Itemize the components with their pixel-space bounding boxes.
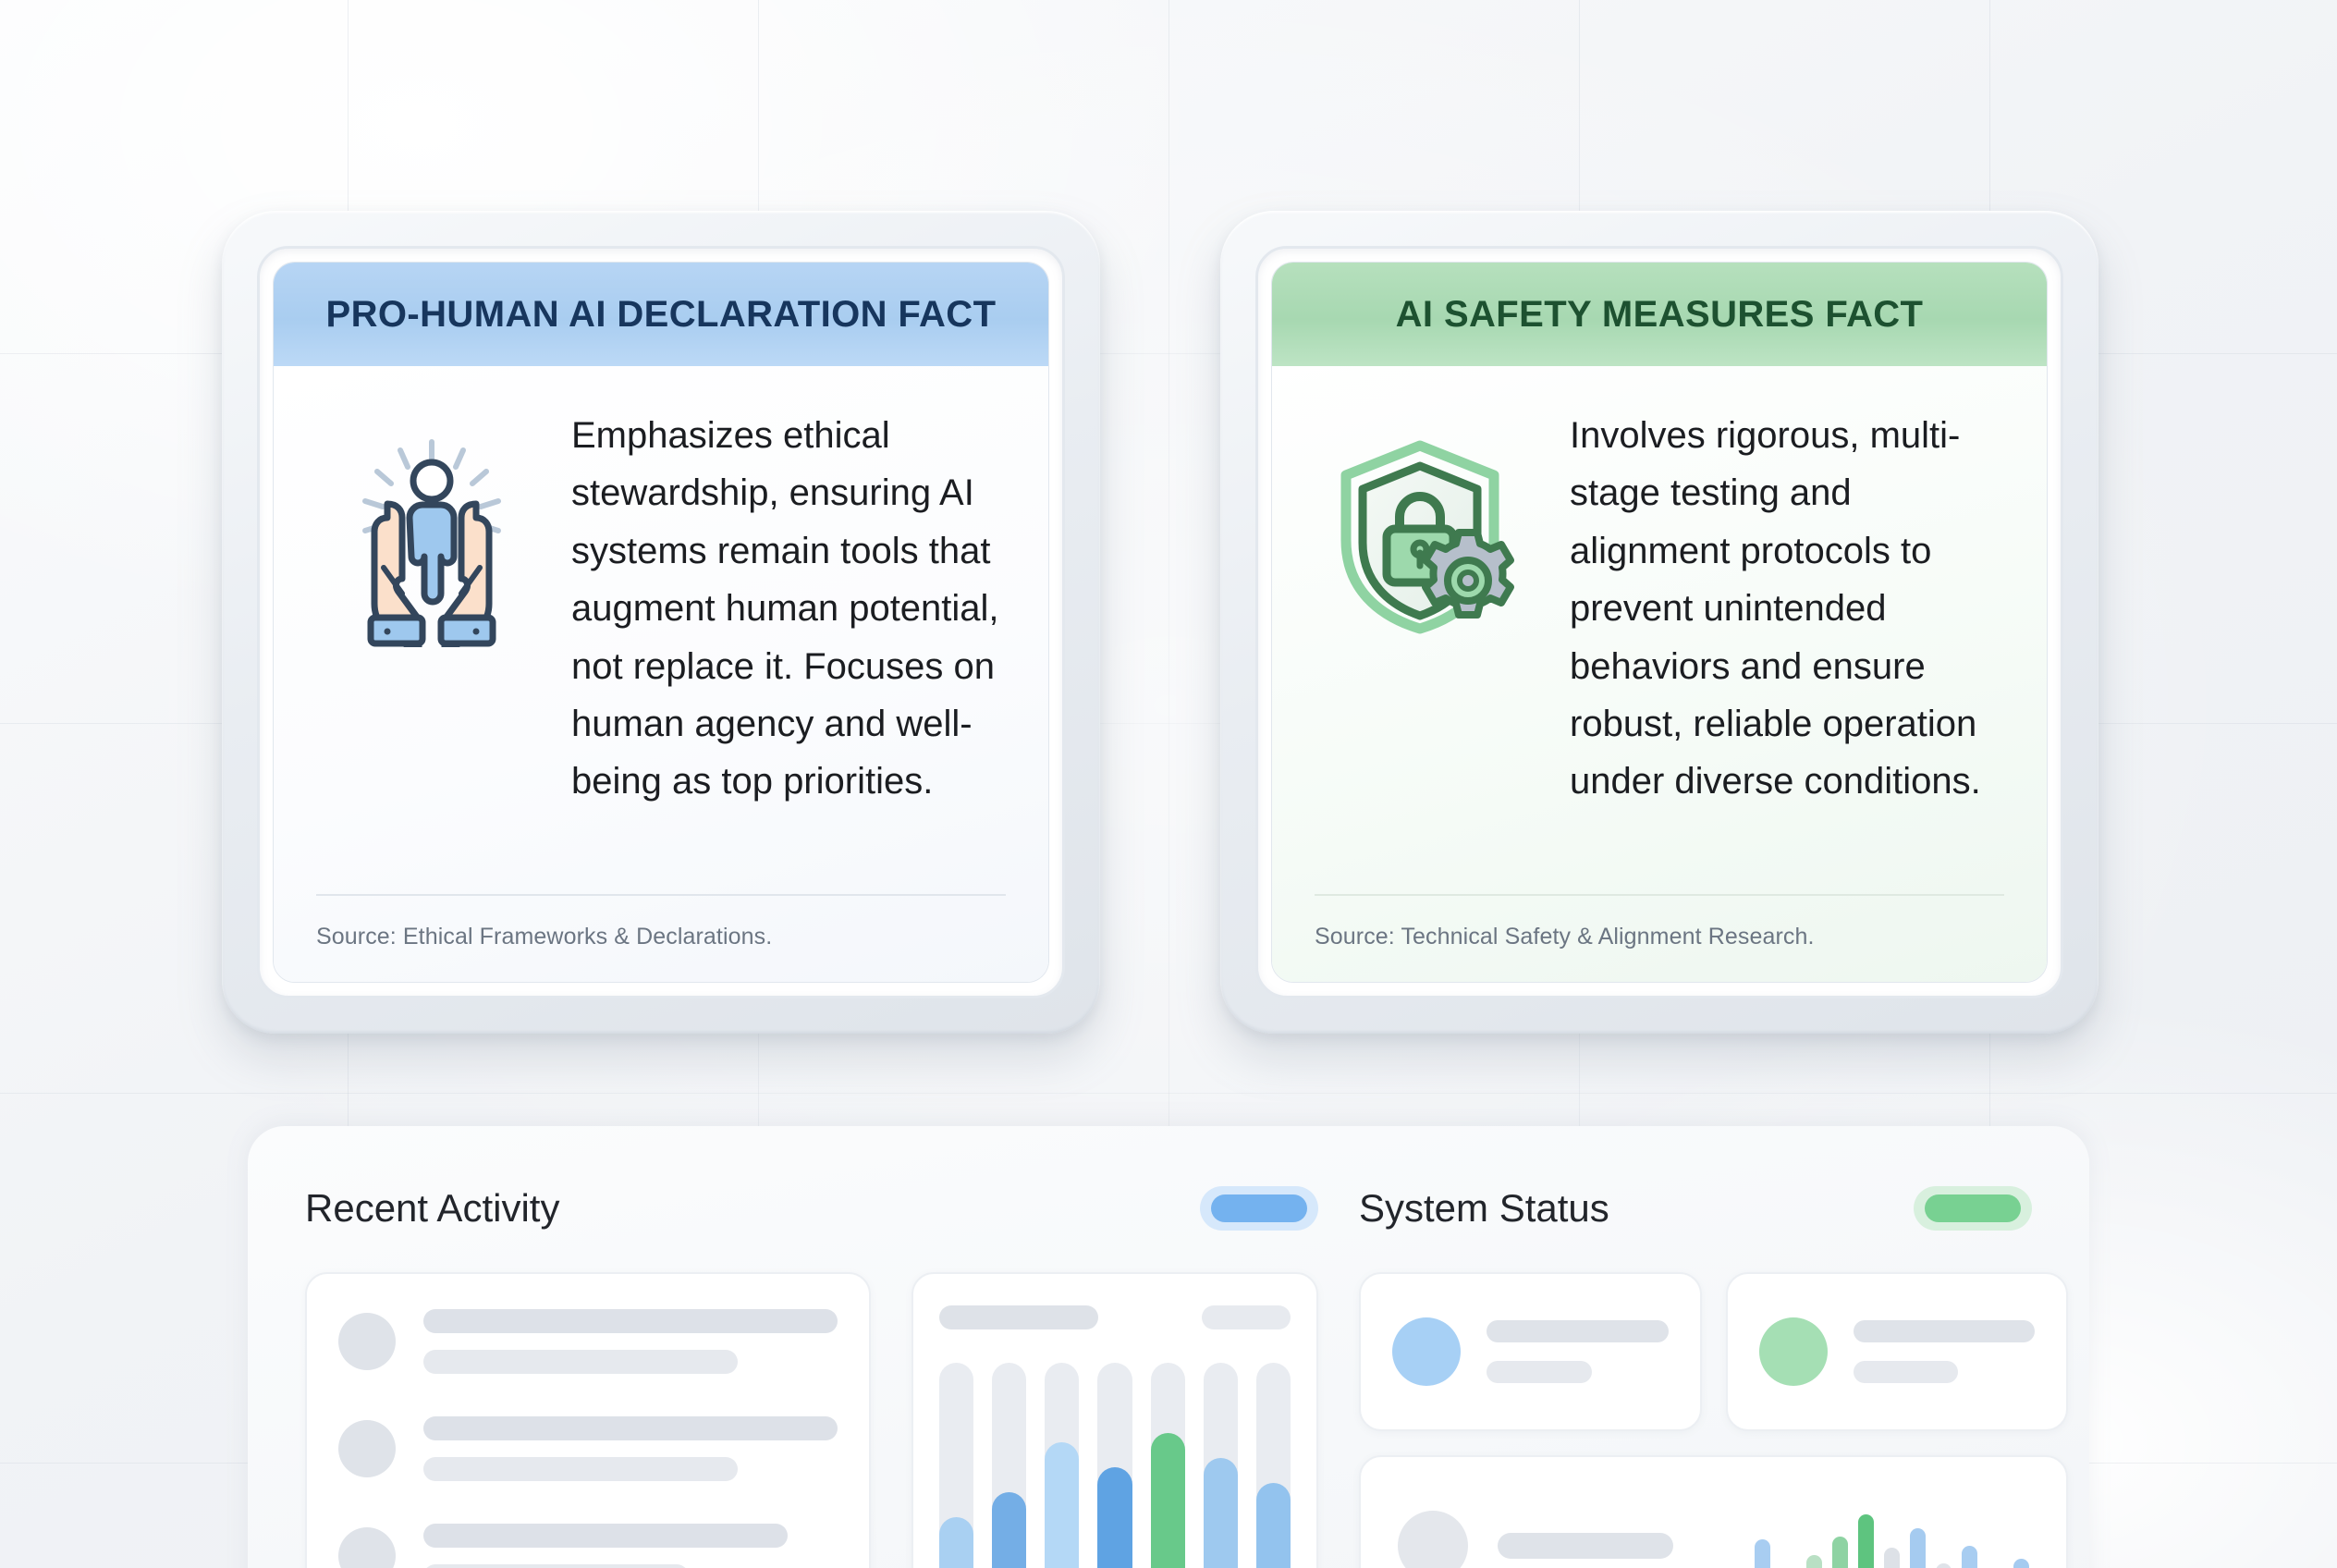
system-status-title: System Status <box>1359 1186 1609 1230</box>
recent-activity-badge-slot <box>871 1186 1318 1231</box>
bar-track <box>1255 1363 1291 1568</box>
card-header-title: PRO-HUMAN AI DECLARATION FACT <box>274 263 1048 366</box>
bar-track <box>1150 1363 1185 1568</box>
skeleton-bar <box>1498 1533 1673 1559</box>
bar-fill <box>1097 1467 1132 1568</box>
status-tile-lines <box>1853 1320 2035 1383</box>
bar-fill <box>1045 1442 1080 1568</box>
status-tile[interactable] <box>1359 1272 1702 1431</box>
shield-lock-gear-icon <box>1315 403 1546 640</box>
status-dot-green <box>1758 1317 1828 1386</box>
avatar <box>1398 1511 1468 1568</box>
sparkline-bar <box>1755 1538 1770 1568</box>
card-content: Involves rigorous, multi-stage testing a… <box>1272 366 2047 982</box>
fact-cards-row: PRO-HUMAN AI DECLARATION FACT <box>222 211 2098 1034</box>
sparkline-bar <box>1910 1527 1926 1568</box>
skeleton-bar <box>423 1564 689 1568</box>
list-item[interactable] <box>338 1524 838 1568</box>
list-item-lines <box>423 1524 838 1568</box>
card-content-main: Emphasizes ethical stewardship, ensuring… <box>316 403 1006 888</box>
list-item[interactable] <box>338 1416 838 1481</box>
sparkline-bar <box>1806 1554 1822 1568</box>
sparkline-bar <box>1884 1548 1900 1568</box>
card-source-label: Source: Ethical Frameworks & Declaration… <box>316 924 773 949</box>
skeleton-bar <box>1853 1320 2035 1342</box>
chart-caption-row <box>939 1305 1291 1329</box>
avatar <box>338 1527 396 1568</box>
skeleton-bar <box>939 1305 1098 1329</box>
fact-card-ai-safety[interactable]: AI SAFETY MEASURES FACT <box>1220 211 2098 1034</box>
recent-activity-header: Recent Activity <box>305 1186 871 1231</box>
card-inner-bezel: AI SAFETY MEASURES FACT <box>1255 246 2063 998</box>
system-status-header: System Status <box>1318 1186 2032 1231</box>
skeleton-bar <box>423 1416 838 1440</box>
fact-card-pro-human[interactable]: PRO-HUMAN AI DECLARATION FACT <box>222 211 1100 1034</box>
dashboard-headers: Recent Activity System Status <box>305 1174 2032 1243</box>
list-item-lines <box>423 1416 838 1481</box>
sparkline-bar <box>1936 1563 1952 1568</box>
bar-fill <box>939 1517 974 1568</box>
sparkline-bar <box>2013 1559 2029 1568</box>
skeleton-bar <box>423 1350 739 1374</box>
activity-chart-column <box>912 1272 1318 1568</box>
avatar <box>338 1313 396 1370</box>
skeleton-bar <box>423 1524 789 1548</box>
status-dot-blue <box>1392 1317 1461 1386</box>
card-header-title: AI SAFETY MEASURES FACT <box>1272 263 2047 366</box>
status-tile-grid <box>1359 1272 2068 1431</box>
bar-track <box>1045 1363 1080 1568</box>
bar-track <box>1203 1363 1238 1568</box>
card-inner-bezel: PRO-HUMAN AI DECLARATION FACT <box>257 246 1065 998</box>
card-divider <box>316 894 1006 896</box>
activity-list-tile[interactable] <box>305 1272 871 1568</box>
bar-fill <box>1150 1432 1185 1568</box>
sparkline-bar <box>1962 1546 1977 1568</box>
skeleton-bar <box>423 1309 838 1333</box>
card-content-main: Involves rigorous, multi-stage testing a… <box>1315 403 2004 888</box>
list-item[interactable] <box>338 1309 838 1374</box>
status-pill-blue[interactable] <box>1200 1186 1318 1231</box>
status-pill-green[interactable] <box>1914 1186 2032 1231</box>
bar-chart-tile[interactable] <box>912 1272 1318 1568</box>
card-body: AI SAFETY MEASURES FACT <box>1271 262 2048 983</box>
bar-track <box>939 1363 974 1568</box>
sparkline-chart <box>1703 1490 2029 1568</box>
card-body: PRO-HUMAN AI DECLARATION FACT <box>273 262 1049 983</box>
skeleton-bar <box>423 1457 739 1481</box>
bar-track <box>992 1363 1027 1568</box>
sparkline-bar <box>1858 1514 1874 1568</box>
system-status-column <box>1359 1272 2068 1568</box>
status-tile[interactable] <box>1725 1272 2068 1431</box>
dashboard-panel: Recent Activity System Status <box>248 1126 2089 1568</box>
sparkline-bar <box>1832 1537 1848 1568</box>
skeleton-bar <box>1202 1305 1291 1329</box>
sparkline-tile[interactable] <box>1359 1455 2068 1568</box>
card-body-text: Involves rigorous, multi-stage testing a… <box>1570 415 1981 802</box>
skeleton-bar <box>1853 1361 1959 1383</box>
bar-fill <box>992 1492 1027 1568</box>
bar-chart <box>939 1363 1291 1568</box>
card-body-text: Emphasizes ethical stewardship, ensuring… <box>571 415 999 802</box>
status-tile-lines <box>1487 1320 1669 1383</box>
skeleton-bar <box>1487 1320 1669 1342</box>
dashboard-columns <box>305 1272 2068 1568</box>
bar-track <box>1097 1363 1132 1568</box>
bar-fill <box>1255 1482 1291 1568</box>
card-content: Emphasizes ethical stewardship, ensuring… <box>274 366 1048 982</box>
recent-activity-title: Recent Activity <box>305 1186 560 1230</box>
hands-holding-person-icon <box>316 403 547 647</box>
bar-fill <box>1203 1457 1238 1568</box>
recent-activity-column <box>305 1272 871 1568</box>
list-item-lines <box>423 1309 838 1374</box>
skeleton-bar <box>1487 1361 1592 1383</box>
card-source-label: Source: Technical Safety & Alignment Res… <box>1315 924 1815 949</box>
card-divider <box>1315 894 2004 896</box>
avatar <box>338 1420 396 1477</box>
